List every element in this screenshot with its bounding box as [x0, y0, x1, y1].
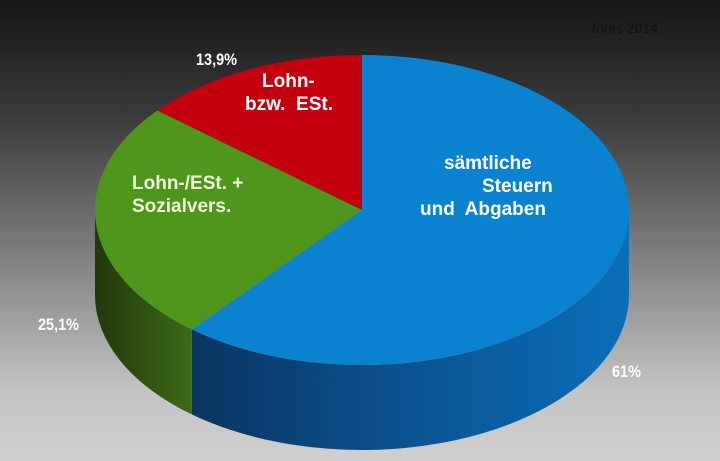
slice-top-0: [191, 55, 630, 366]
value-label-sozialvers: 25,1%: [38, 315, 79, 334]
value-label-steuern: 61%: [612, 362, 641, 381]
label-line: und Abgaben: [420, 199, 546, 220]
label-line: Sozialvers.: [132, 196, 232, 217]
label-line: Lohn-: [262, 71, 315, 92]
slice-side-1: [94, 210, 192, 415]
slice-side-0: [191, 210, 629, 450]
source-note: fores 2014: [592, 20, 659, 36]
slice-label-lohnsteuer: Lohn- bzw. ESt.: [245, 70, 333, 116]
label-line: Lohn-/ESt. +: [132, 173, 244, 194]
label-line: bzw. ESt.: [245, 94, 333, 115]
slice-label-steuern: sämtliche Steuern und Abgaben: [420, 152, 564, 221]
label-line: Steuern: [482, 176, 553, 197]
label-line: sämtliche: [444, 153, 532, 174]
slice-top-2: [157, 55, 362, 210]
slice-label-sozialvers: Lohn-/ESt. + Sozialvers.: [132, 172, 243, 218]
slice-top-1: [94, 110, 363, 330]
value-label-lohnsteuer: 13,9%: [196, 50, 237, 69]
